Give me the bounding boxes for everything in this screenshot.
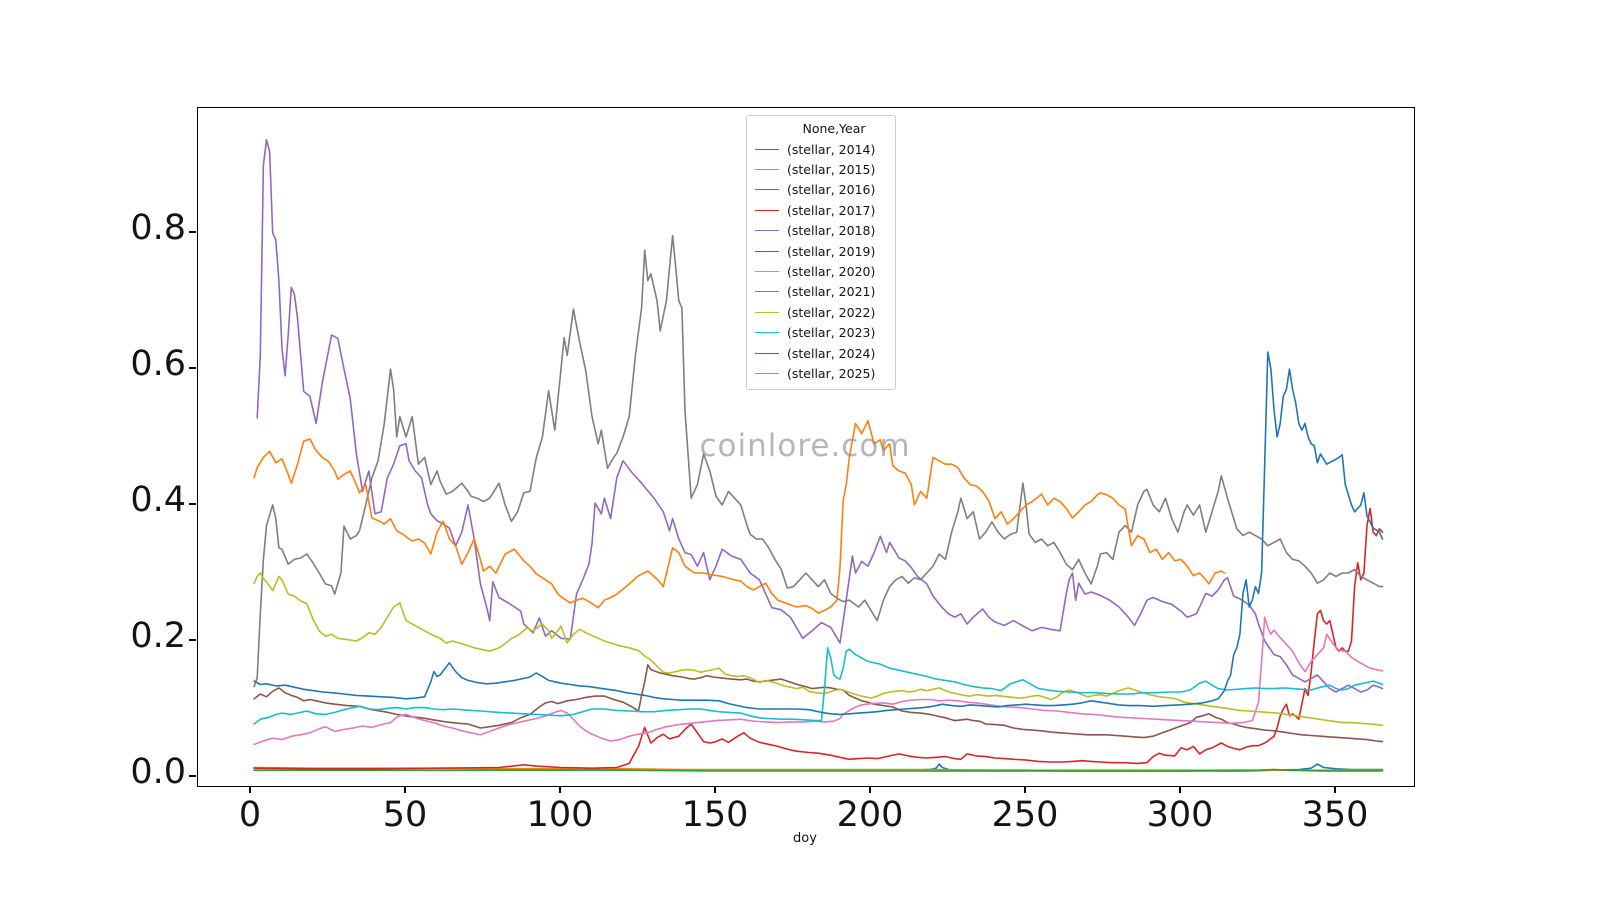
y-tick-mark [189, 639, 196, 641]
legend-items: (stellar, 2014) (stellar, 2015) (stellar, … [755, 139, 885, 384]
legend-line-sample [755, 352, 779, 354]
series-line-stellar-2019 [253, 663, 1384, 743]
plot-area: coinlore.com None,Year (stellar, 2014) (s… [197, 107, 1415, 787]
x-tick-mark [559, 786, 561, 793]
x-tick-mark [869, 786, 871, 793]
legend-line-sample [755, 311, 779, 313]
legend-item-label: (stellar, 2020) [787, 264, 876, 280]
legend-item-label: (stellar, 2024) [787, 345, 876, 361]
legend-title: None,Year [802, 121, 866, 136]
y-tick-mark [189, 367, 196, 369]
legend-line-sample [755, 271, 779, 273]
legend-item-stellar-2023: (stellar, 2023) [755, 323, 885, 343]
x-tick-label: 50 [382, 795, 428, 835]
legend-item-stellar-2014: (stellar, 2014) [755, 139, 885, 159]
series-line-stellar-2018 [256, 138, 1384, 693]
legend-item-label: (stellar, 2018) [787, 223, 876, 239]
x-tick-label: 0 [238, 795, 262, 835]
legend-item-label: (stellar, 2022) [787, 304, 876, 320]
legend-item-label: (stellar, 2016) [787, 182, 876, 198]
series-line-stellar-2024 [253, 351, 1384, 716]
series-line-stellar-2023 [253, 646, 1384, 725]
series-line-stellar-2017 [253, 507, 1384, 770]
legend-item-label: (stellar, 2025) [787, 365, 876, 381]
legend-item-stellar-2019: (stellar, 2019) [755, 241, 885, 261]
legend-item-stellar-2018: (stellar, 2018) [755, 221, 885, 241]
x-tick-mark [1334, 786, 1336, 793]
legend-line-sample [755, 209, 779, 211]
y-tick-mark [189, 231, 196, 233]
x-tick-label: 350 [1301, 795, 1369, 835]
legend-line-sample [755, 372, 779, 374]
series-line-stellar-2022 [253, 572, 1384, 727]
legend-item-stellar-2025: (stellar, 2025) [755, 363, 885, 383]
legend-item-label: (stellar, 2015) [787, 162, 876, 178]
x-tick-mark [404, 786, 406, 793]
x-tick-mark [714, 786, 716, 793]
x-tick-label: 100 [526, 795, 594, 835]
legend-item-label: (stellar, 2014) [787, 141, 876, 157]
y-tick-mark [189, 775, 196, 777]
chart-lines [253, 138, 1384, 772]
legend-line-sample [755, 230, 779, 232]
y-tick-label: 0.0 [130, 752, 186, 792]
x-tick-label: 300 [1146, 795, 1214, 835]
x-tick-mark [1024, 786, 1026, 793]
legend-item-stellar-2021: (stellar, 2021) [755, 282, 885, 302]
series-line-stellar-2025 [253, 419, 1226, 614]
series-line-stellar-2016 [253, 768, 1384, 772]
legend-item-label: (stellar, 2023) [787, 325, 876, 341]
x-tick-mark [249, 786, 251, 793]
legend-item-stellar-2020: (stellar, 2020) [755, 261, 885, 281]
legend-item-label: (stellar, 2021) [787, 284, 876, 300]
legend-item-stellar-2024: (stellar, 2024) [755, 343, 885, 363]
legend-line-sample [755, 291, 779, 293]
x-tick-label: 200 [836, 795, 904, 835]
y-tick-label: 0.4 [130, 480, 186, 520]
series-line-stellar-2020 [253, 616, 1384, 746]
legend: None,Year (stellar, 2014) (stellar, 2015)… [746, 115, 896, 390]
y-tick-label: 0.2 [130, 616, 186, 656]
legend-item-stellar-2015: (stellar, 2015) [755, 159, 885, 179]
legend-line-sample [755, 148, 779, 150]
y-tick-label: 0.8 [130, 208, 186, 248]
x-tick-label: 250 [991, 795, 1059, 835]
series-line-stellar-2021 [253, 234, 1384, 688]
legend-item-label: (stellar, 2017) [787, 202, 876, 218]
legend-item-stellar-2016: (stellar, 2016) [755, 180, 885, 200]
legend-line-sample [755, 189, 779, 191]
legend-item-label: (stellar, 2019) [787, 243, 876, 259]
y-tick-label: 0.6 [130, 344, 186, 384]
legend-line-sample [755, 169, 779, 171]
y-tick-mark [189, 503, 196, 505]
legend-item-stellar-2022: (stellar, 2022) [755, 302, 885, 322]
legend-item-stellar-2017: (stellar, 2017) [755, 200, 885, 220]
legend-line-sample [755, 332, 779, 334]
x-tick-label: 150 [681, 795, 749, 835]
x-axis-label: doy [793, 831, 817, 846]
x-tick-mark [1179, 786, 1181, 793]
legend-line-sample [755, 250, 779, 252]
